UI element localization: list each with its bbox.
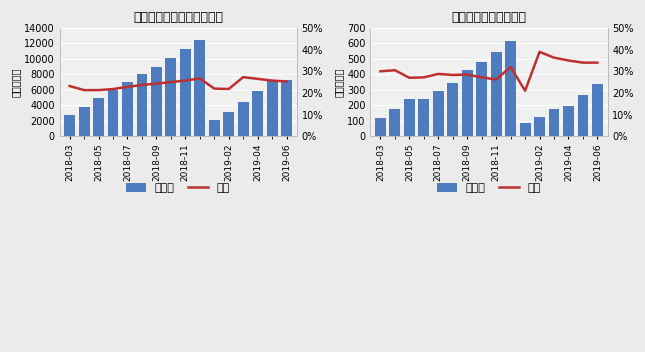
- Bar: [252, 92, 263, 136]
- Bar: [64, 115, 75, 136]
- Bar: [549, 109, 559, 136]
- Bar: [93, 98, 104, 136]
- Bar: [404, 99, 415, 136]
- Bar: [433, 91, 444, 136]
- Bar: [281, 80, 292, 136]
- Bar: [209, 120, 220, 136]
- Bar: [448, 83, 458, 136]
- Legend: 累计值, 同比: 累计值, 同比: [432, 178, 546, 197]
- Bar: [223, 112, 234, 136]
- Bar: [390, 109, 401, 136]
- Legend: 累计值, 同比: 累计值, 同比: [121, 178, 235, 197]
- Bar: [180, 49, 191, 136]
- Title: 利润总额及同比增长率: 利润总额及同比增长率: [451, 11, 526, 24]
- Bar: [491, 51, 502, 136]
- Bar: [375, 118, 386, 136]
- Bar: [577, 95, 588, 136]
- Bar: [137, 74, 147, 136]
- Bar: [151, 67, 162, 136]
- Bar: [122, 82, 133, 136]
- Bar: [79, 107, 90, 136]
- Bar: [419, 99, 430, 136]
- Bar: [592, 84, 603, 136]
- Bar: [563, 106, 574, 136]
- Bar: [476, 62, 487, 136]
- Bar: [462, 70, 473, 136]
- Y-axis label: 单位：亿元: 单位：亿元: [334, 68, 344, 97]
- Bar: [534, 117, 545, 136]
- Bar: [238, 102, 248, 136]
- Bar: [194, 40, 205, 136]
- Title: 主营业务收入及同比增长率: 主营业务收入及同比增长率: [133, 11, 223, 24]
- Bar: [266, 80, 277, 136]
- Bar: [505, 41, 516, 136]
- Bar: [520, 124, 530, 136]
- Y-axis label: 单位：亿元: 单位：亿元: [11, 68, 21, 97]
- Bar: [108, 90, 119, 136]
- Bar: [166, 58, 176, 136]
